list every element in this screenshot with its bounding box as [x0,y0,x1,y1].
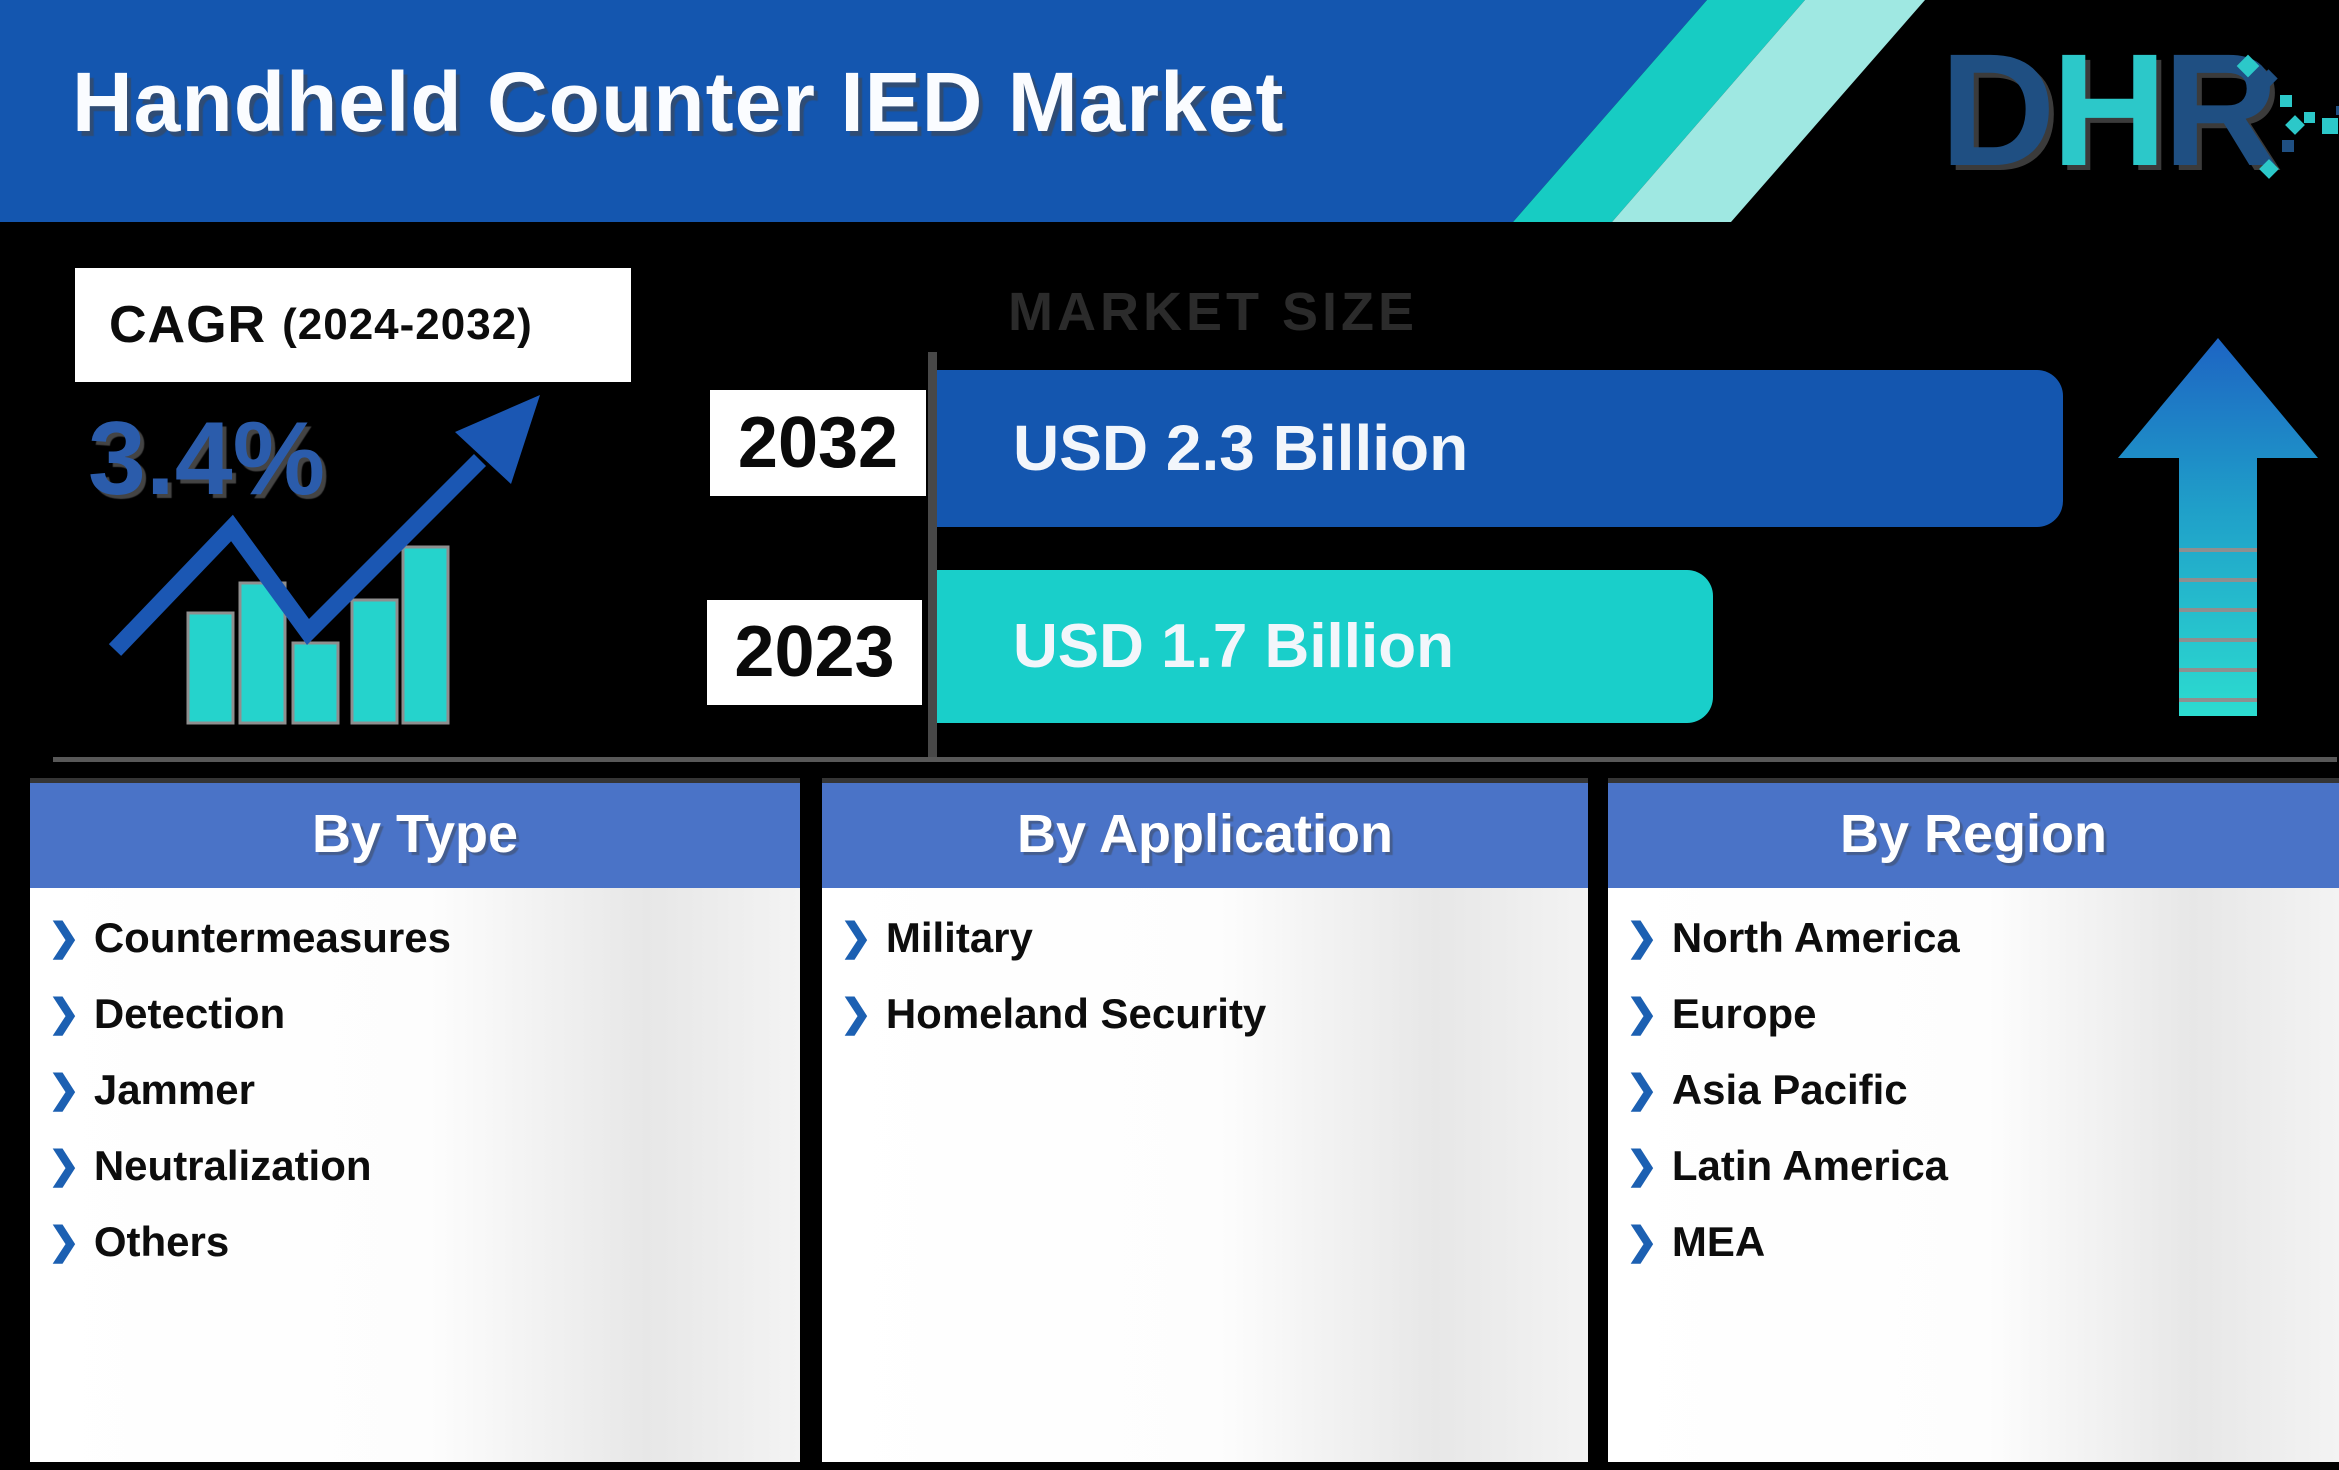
chevron-right-icon: ❯ [1626,917,1658,959]
year-label-2023: 2023 [707,600,922,705]
logo-letter-r: R [2163,20,2279,199]
list-item-label: MEA [1671,1218,1766,1265]
list-item: ❯ Jammer [48,1052,790,1128]
list-item: ❯ Asia Pacific [1626,1052,2329,1128]
banner-stripe-light-teal [1612,0,1925,222]
list-item: ❯ Others [48,1204,790,1280]
panel-by-type-list: ❯ Countermeasures ❯ Detection ❯ Jammer ❯ Neu… [30,888,800,1462]
list-item: ❯ Neutralization [48,1128,790,1204]
up-arrow-icon [2118,338,2318,716]
list-item: ❯ North America [1626,900,2329,976]
bar-chart-axis [928,352,937,758]
panel-by-region-header: By Region [1608,778,2339,888]
list-item: ❯ Europe [1626,976,2329,1052]
logo-sparkle-icon [2336,106,2339,115]
chevron-right-icon: ❯ [48,1069,80,1111]
growth-trend-line [108,453,487,656]
logo-sparkle-icon [2282,140,2294,152]
logo-sparkle-icon [2322,118,2338,134]
chevron-right-icon: ❯ [840,993,872,1035]
year-label-2032: 2032 [710,390,926,496]
logo-letter-h: H [2051,20,2168,199]
chevron-right-icon: ❯ [48,917,80,959]
list-item-label: North America [1671,914,1960,961]
panel-by-application: By Application ❯ Military ❯ Homeland Secur… [822,778,1588,1462]
logo-sparkle-icon [2304,112,2315,123]
list-item-label: Countermeasures [93,914,451,961]
panel-by-type: By Type ❯ Countermeasures ❯ Detection ❯ Jam… [30,778,800,1462]
cagr-value: 3.4% [88,401,326,517]
market-size-bar-2032: USD 2.3 Billion [937,370,2063,527]
list-item: ❯ Homeland Security [840,976,1578,1052]
chevron-right-icon: ❯ [1626,1145,1658,1187]
panel-by-application-header: By Application [822,778,1588,888]
list-item-label: Homeland Security [885,990,1267,1037]
list-item: ❯ Military [840,900,1578,976]
banner-background [0,0,1707,222]
growth-trend-arrowhead [455,395,540,484]
growth-trend-icon [108,395,540,725]
list-item-label: Asia Pacific [1671,1066,1908,1113]
list-item: ❯ Countermeasures [48,900,790,976]
chevron-right-icon: ❯ [48,993,80,1035]
chevron-right-icon: ❯ [1626,1221,1658,1263]
brand-logo: DHR [1940,30,2339,220]
page-title: Handheld Counter IED Market [72,55,1285,149]
header-banner [0,0,1925,222]
logo-sparkle-icon [2280,95,2292,107]
market-size-heading: MARKET SIZE [1008,282,1419,342]
chevron-right-icon: ❯ [48,1221,80,1263]
chevron-right-icon: ❯ [1626,993,1658,1035]
panel-by-region-list: ❯ North America ❯ Europe ❯ Asia Pacific ❯ La… [1608,888,2339,1462]
cagr-label: CAGR [109,296,267,354]
panel-by-region: By Region ❯ North America ❯ Europe ❯ Asia P… [1608,778,2339,1462]
chevron-right-icon: ❯ [1626,1069,1658,1111]
market-size-bar-2023: USD 1.7 Billion [937,570,1713,723]
list-item: ❯ Detection [48,976,790,1052]
list-item-label: Military [885,914,1033,961]
list-item-label: Latin America [1671,1142,1949,1189]
list-item-label: Others [93,1218,230,1265]
logo-letter-d: D [1940,20,2056,199]
panel-by-application-list: ❯ Military ❯ Homeland Security [822,888,1588,1462]
list-item-label: Detection [93,990,286,1037]
list-item: ❯ MEA [1626,1204,2329,1280]
chevron-right-icon: ❯ [840,917,872,959]
list-item: ❯ Latin America [1626,1128,2329,1204]
panel-by-type-header: By Type [30,778,800,888]
cagr-range: (2024-2032) [282,300,533,349]
list-item-label: Jammer [93,1066,255,1113]
cagr-box: CAGR (2024-2032) [75,268,631,382]
section-divider [53,757,2337,762]
growth-trend-bars [186,545,450,725]
chevron-right-icon: ❯ [48,1145,80,1187]
list-item-label: Europe [1671,990,1817,1037]
brand-logo-letters: DHR [1940,30,2339,190]
banner-stripe-teal [1513,0,1805,222]
list-item-label: Neutralization [93,1142,372,1189]
